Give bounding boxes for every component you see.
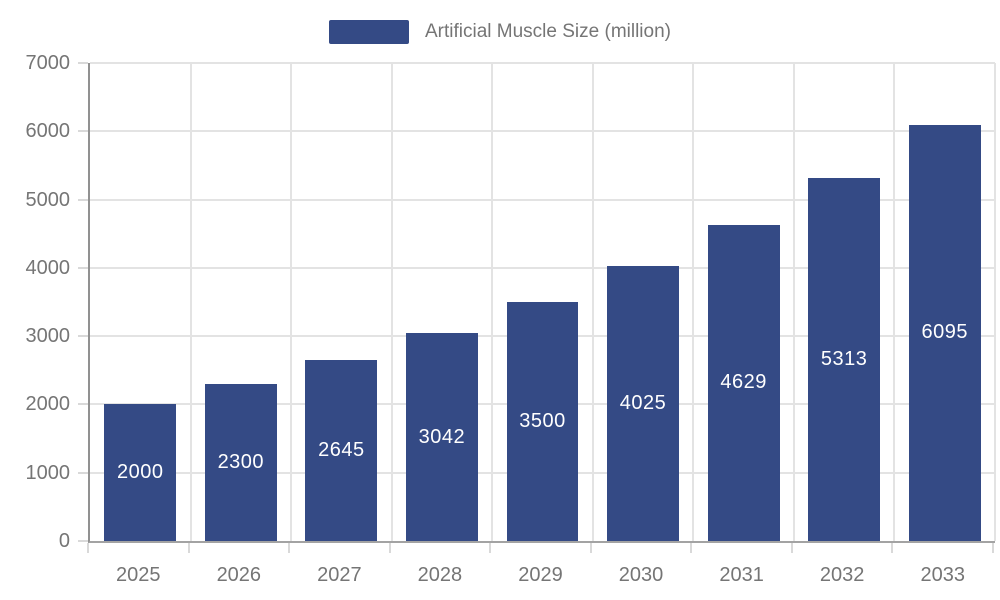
y-axis-tick (78, 540, 88, 542)
v-gridline (189, 63, 192, 541)
legend: Artificial Muscle Size (million) (0, 20, 1000, 44)
bar[interactable]: 2300 (204, 383, 277, 541)
y-tick-label: 1000 (25, 461, 71, 484)
y-axis-tick (78, 62, 88, 64)
y-tick-label: 3000 (25, 325, 71, 348)
x-axis-tick (87, 543, 89, 553)
bar-value-label: 4629 (720, 371, 767, 394)
h-gridline (90, 130, 995, 133)
bar[interactable]: 3042 (405, 333, 478, 541)
y-axis-tick (78, 130, 88, 133)
bar[interactable]: 2000 (104, 404, 177, 541)
v-gridline (994, 63, 996, 541)
x-tick-label: 2027 (317, 564, 362, 586)
bar-value-label: 6095 (921, 321, 968, 344)
h-gridline (90, 266, 995, 269)
x-axis-tick (589, 543, 592, 553)
y-tick-label: 2000 (25, 393, 71, 416)
x-tick-label: 2031 (719, 564, 764, 586)
x-axis-tick (790, 543, 793, 553)
y-tick-label: 5000 (25, 188, 71, 211)
y-axis-tick (78, 266, 88, 269)
y-tick-label: 7000 (25, 52, 71, 74)
bar[interactable]: 2645 (305, 360, 378, 541)
bar-value-label: 3042 (418, 425, 466, 448)
x-axis-tick (288, 543, 291, 553)
x-tick-label: 2033 (920, 564, 965, 586)
v-gridline (491, 63, 494, 541)
bar[interactable]: 5313 (808, 178, 881, 541)
x-axis-tick (489, 543, 492, 553)
x-tick-label: 2029 (518, 564, 563, 586)
legend-swatch[interactable] (329, 20, 409, 44)
x-tick-label: 2028 (417, 564, 463, 586)
y-axis-tick (78, 198, 88, 201)
v-gridline (893, 63, 896, 541)
x-axis-tick (690, 543, 693, 553)
y-tick-label: 6000 (25, 120, 71, 143)
x-tick-label: 2030 (618, 564, 664, 586)
x-tick-label: 2032 (819, 564, 865, 586)
bar-value-label: 2000 (117, 461, 164, 484)
bar[interactable]: 6095 (908, 124, 981, 541)
bar[interactable]: 3500 (506, 302, 579, 541)
h-gridline (90, 198, 995, 201)
x-axis-tick (187, 543, 190, 553)
x-axis-tick (891, 543, 894, 553)
bar-value-label: 5313 (820, 348, 868, 371)
v-gridline (290, 63, 293, 541)
y-axis-tick (78, 403, 88, 406)
x-tick-label: 2025 (116, 564, 161, 586)
v-gridline (792, 63, 795, 541)
bar[interactable]: 4629 (707, 224, 780, 541)
legend-label[interactable]: Artificial Muscle Size (million) (425, 21, 671, 42)
bar[interactable]: 4025 (607, 266, 680, 541)
x-axis-tick (992, 543, 994, 553)
y-tick-label: 0 (58, 530, 70, 552)
bar-value-label: 3500 (519, 410, 566, 432)
y-axis-tick (78, 335, 88, 338)
y-tick-label: 4000 (25, 256, 71, 279)
v-gridline (591, 63, 594, 541)
h-gridline (90, 62, 995, 64)
v-gridline (692, 63, 695, 541)
bar-value-label: 2645 (318, 439, 365, 462)
x-axis-tick (388, 543, 391, 553)
plot-area: 2000 2300 2645 3042 3500 4025 4629 5313 6095 (88, 62, 996, 543)
x-tick-label: 2026 (216, 564, 262, 586)
bar-value-label: 4025 (619, 392, 667, 415)
bar-value-label: 2300 (217, 450, 265, 473)
y-axis-tick (78, 471, 88, 474)
v-gridline (390, 63, 393, 541)
